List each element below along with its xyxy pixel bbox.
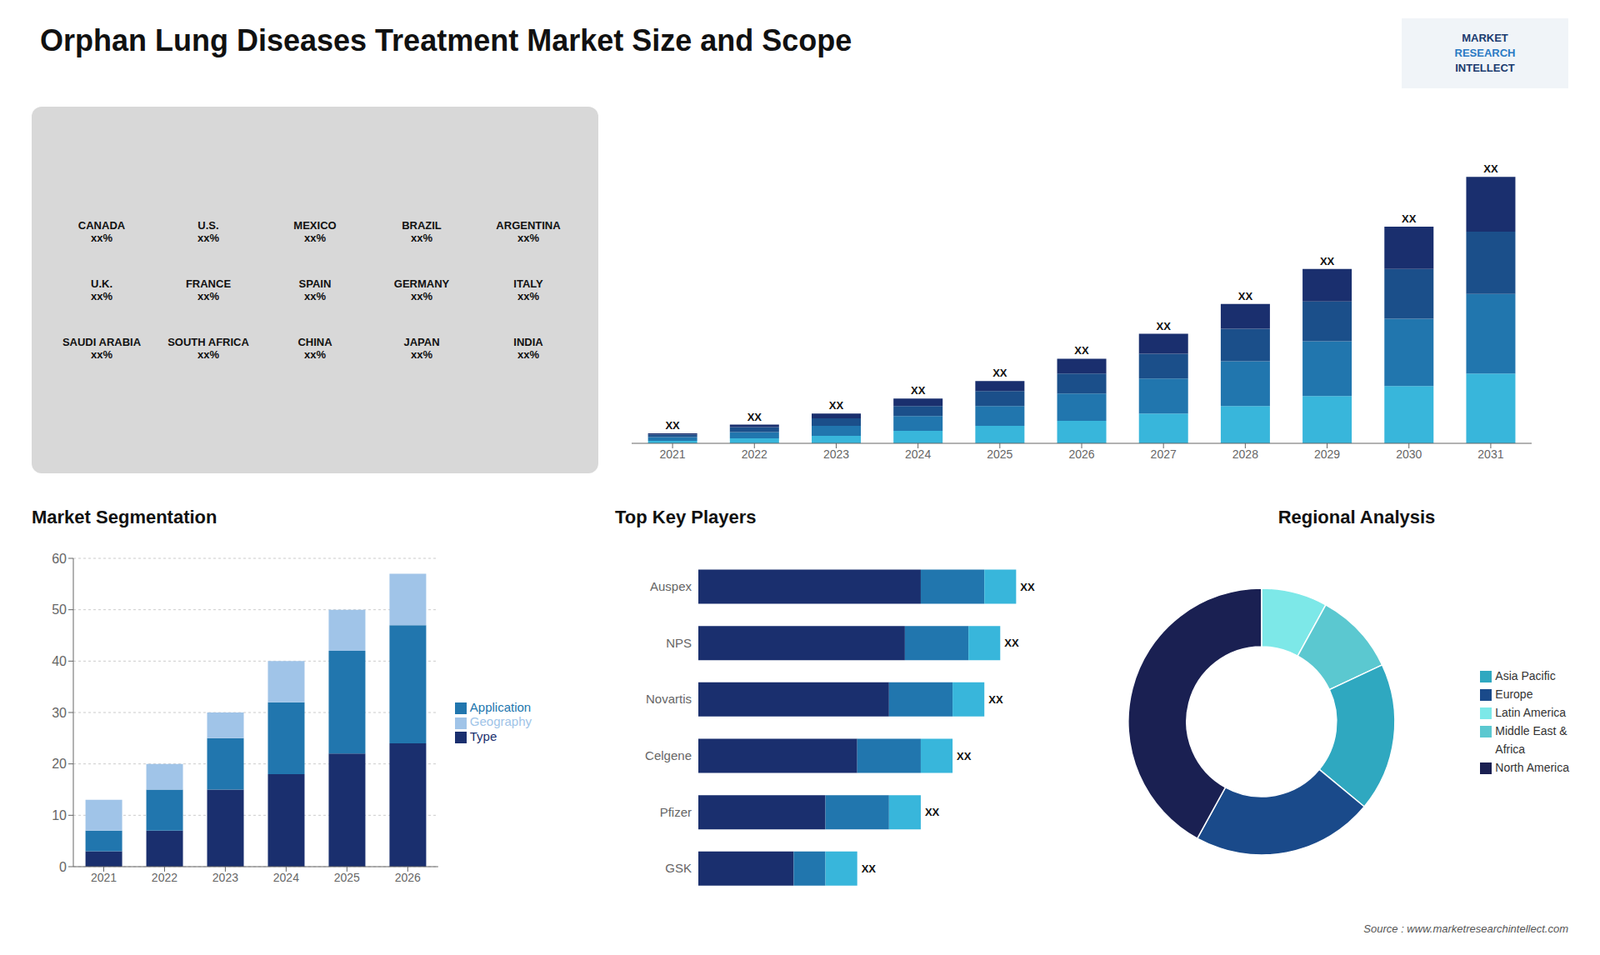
html-text:Geography: Geography bbox=[469, 714, 532, 729]
html-text:FRANCE xx%: FRANCE xx% bbox=[185, 277, 231, 303]
svg-text:2026: 2026 bbox=[395, 870, 421, 885]
html-text:GERMANY xx%: GERMANY xx% bbox=[394, 277, 450, 303]
html-text:BRAZIL xx%: BRAZIL xx% bbox=[401, 219, 442, 245]
html-text:SOUTH AFRICA xx%: SOUTH AFRICA xx% bbox=[167, 335, 250, 361]
html-text:JAPAN xx%: JAPAN xx% bbox=[403, 335, 440, 361]
svg-text:2022: 2022 bbox=[151, 870, 178, 885]
svg-text:XX: XX bbox=[829, 399, 845, 412]
svg-text:2027: 2027 bbox=[1150, 447, 1177, 461]
svg-text:Auspex: Auspex bbox=[650, 579, 693, 594]
svg-text:Novartis: Novartis bbox=[645, 691, 692, 706]
html-text:Application: Application bbox=[469, 700, 531, 715]
svg-text:2022: 2022 bbox=[741, 447, 768, 461]
html-text:MEXICO xx%: MEXICO xx% bbox=[293, 219, 337, 245]
svg-text:XX: XX bbox=[992, 366, 1008, 380]
svg-text:XX: XX bbox=[747, 410, 763, 424]
svg-text:10: 10 bbox=[51, 808, 67, 823]
html-text:Regional Analysis: Regional Analysis bbox=[1278, 506, 1436, 528]
svg-text:2024: 2024 bbox=[905, 447, 931, 461]
svg-text:XX: XX bbox=[988, 693, 1004, 706]
html-text:Asia Pacific: Asia Pacific bbox=[1495, 669, 1556, 683]
svg-text:2021: 2021 bbox=[660, 447, 686, 461]
svg-text:XX: XX bbox=[1004, 636, 1020, 650]
html-text:Type: Type bbox=[469, 728, 497, 743]
html-text:INTELLECT: INTELLECT bbox=[1455, 61, 1515, 75]
html-text:RESEARCH: RESEARCH bbox=[1454, 46, 1516, 60]
svg-text:2031: 2031 bbox=[1477, 447, 1504, 461]
html-text:INDIA xx%: INDIA xx% bbox=[513, 335, 544, 361]
html-text:Europe: Europe bbox=[1495, 687, 1533, 701]
svg-text:XX: XX bbox=[1020, 580, 1035, 594]
html-text:North America: North America bbox=[1495, 760, 1570, 775]
svg-text:30: 30 bbox=[51, 705, 67, 720]
svg-text:XX: XX bbox=[910, 384, 926, 397]
svg-text:2028: 2028 bbox=[1232, 447, 1259, 461]
svg-text:2023: 2023 bbox=[823, 447, 850, 461]
svg-text:XX: XX bbox=[1483, 162, 1499, 175]
svg-text:2026: 2026 bbox=[1068, 447, 1095, 461]
html-text:CHINA xx%: CHINA xx% bbox=[297, 335, 333, 361]
svg-text:XX: XX bbox=[665, 419, 680, 432]
svg-text:Celgene: Celgene bbox=[645, 748, 692, 763]
html-text:U.K. xx%: U.K. xx% bbox=[90, 277, 113, 303]
svg-text:2030: 2030 bbox=[1395, 447, 1422, 461]
html-text:SPAIN xx%: SPAIN xx% bbox=[298, 277, 332, 303]
svg-text:XX: XX bbox=[925, 805, 940, 819]
html-text:U.S. xx%: U.S. xx% bbox=[197, 219, 220, 245]
svg-text:XX: XX bbox=[1320, 255, 1335, 268]
svg-text:NPS: NPS bbox=[665, 635, 692, 650]
svg-text:XX: XX bbox=[956, 750, 972, 763]
svg-text:XX: XX bbox=[861, 862, 877, 875]
html-text:ITALY xx%: ITALY xx% bbox=[513, 277, 544, 303]
svg-text:2021: 2021 bbox=[90, 870, 117, 885]
svg-text:GSK: GSK bbox=[665, 860, 692, 875]
svg-text:Pfizer: Pfizer bbox=[660, 805, 692, 820]
svg-text:2025: 2025 bbox=[986, 447, 1013, 461]
html-text:Middle East & Africa: Middle East & Africa bbox=[1495, 724, 1568, 756]
svg-text:XX: XX bbox=[1238, 290, 1254, 303]
html-text:Latin America: Latin America bbox=[1495, 705, 1566, 720]
html-text:Top Key Players: Top Key Players bbox=[615, 506, 757, 528]
svg-text:50: 50 bbox=[51, 602, 67, 617]
html-text:SAUDI ARABIA xx%: SAUDI ARABIA xx% bbox=[62, 335, 141, 361]
html-text:Market Segmentation: Market Segmentation bbox=[31, 506, 218, 528]
html-text:Source : www.marketresearchint: Source : www.marketresearchintellect.com bbox=[1363, 922, 1569, 935]
svg-text:2023: 2023 bbox=[212, 870, 239, 885]
svg-text:20: 20 bbox=[51, 756, 67, 771]
html-text:CANADA xx%: CANADA xx% bbox=[78, 219, 126, 245]
svg-text:XX: XX bbox=[1074, 344, 1090, 357]
svg-text:2029: 2029 bbox=[1314, 447, 1340, 461]
svg-text:40: 40 bbox=[51, 654, 67, 669]
svg-text:0: 0 bbox=[59, 860, 67, 875]
svg-text:XX: XX bbox=[1401, 212, 1417, 225]
svg-text:2024: 2024 bbox=[273, 870, 300, 885]
html-text:MARKET: MARKET bbox=[1461, 31, 1509, 45]
svg-text:2025: 2025 bbox=[334, 870, 360, 885]
html-text:Orphan Lung Diseases Treatment: Orphan Lung Diseases Treatment Market Si… bbox=[40, 23, 852, 58]
html-text:ARGENTINA xx%: ARGENTINA xx% bbox=[496, 219, 561, 245]
svg-text:60: 60 bbox=[51, 551, 67, 566]
svg-text:XX: XX bbox=[1156, 320, 1172, 333]
